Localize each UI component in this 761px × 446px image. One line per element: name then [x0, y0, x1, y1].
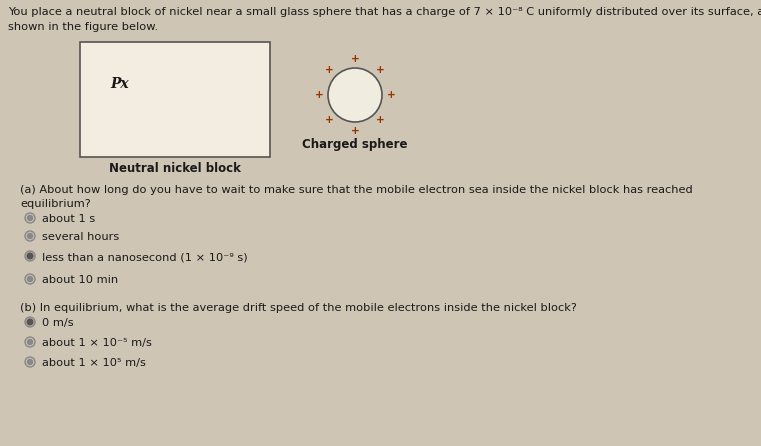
Text: +: +: [351, 54, 359, 64]
Text: several hours: several hours: [42, 232, 119, 242]
Text: +: +: [325, 65, 334, 74]
Circle shape: [27, 215, 33, 220]
Text: (a) About how long do you have to wait to make sure that the mobile electron sea: (a) About how long do you have to wait t…: [20, 185, 693, 195]
Text: less than a nanosecond (1 × 10⁻⁹ s): less than a nanosecond (1 × 10⁻⁹ s): [42, 252, 247, 262]
Circle shape: [27, 359, 33, 364]
Circle shape: [25, 274, 35, 284]
Circle shape: [328, 68, 382, 122]
Text: +: +: [376, 116, 385, 125]
Circle shape: [25, 317, 35, 327]
Circle shape: [27, 277, 33, 281]
Text: 0 m/s: 0 m/s: [42, 318, 74, 328]
Circle shape: [25, 337, 35, 347]
Text: +: +: [325, 116, 334, 125]
Text: (b) In equilibrium, what is the average drift speed of the mobile electrons insi: (b) In equilibrium, what is the average …: [20, 303, 577, 313]
Text: Neutral nickel block: Neutral nickel block: [109, 162, 241, 175]
Text: equilibrium?: equilibrium?: [20, 199, 91, 209]
Circle shape: [25, 213, 35, 223]
Circle shape: [27, 319, 33, 325]
Circle shape: [25, 231, 35, 241]
Text: +: +: [387, 90, 396, 100]
Text: shown in the figure below.: shown in the figure below.: [8, 22, 158, 32]
Text: Px: Px: [110, 77, 129, 91]
Bar: [80, 42, 270, 157]
Text: +: +: [351, 126, 359, 136]
Text: +: +: [314, 90, 323, 100]
Text: about 10 min: about 10 min: [42, 275, 118, 285]
Text: about 1 × 10⁻⁵ m/s: about 1 × 10⁻⁵ m/s: [42, 338, 152, 348]
Text: Charged sphere: Charged sphere: [302, 138, 408, 151]
Circle shape: [25, 251, 35, 261]
Circle shape: [27, 339, 33, 344]
Circle shape: [27, 253, 33, 259]
Text: +: +: [376, 65, 385, 74]
Text: about 1 s: about 1 s: [42, 214, 95, 224]
Circle shape: [25, 357, 35, 367]
Text: about 1 × 10⁵ m/s: about 1 × 10⁵ m/s: [42, 358, 146, 368]
Text: You place a neutral block of nickel near a small glass sphere that has a charge : You place a neutral block of nickel near…: [8, 7, 761, 17]
Circle shape: [27, 234, 33, 239]
